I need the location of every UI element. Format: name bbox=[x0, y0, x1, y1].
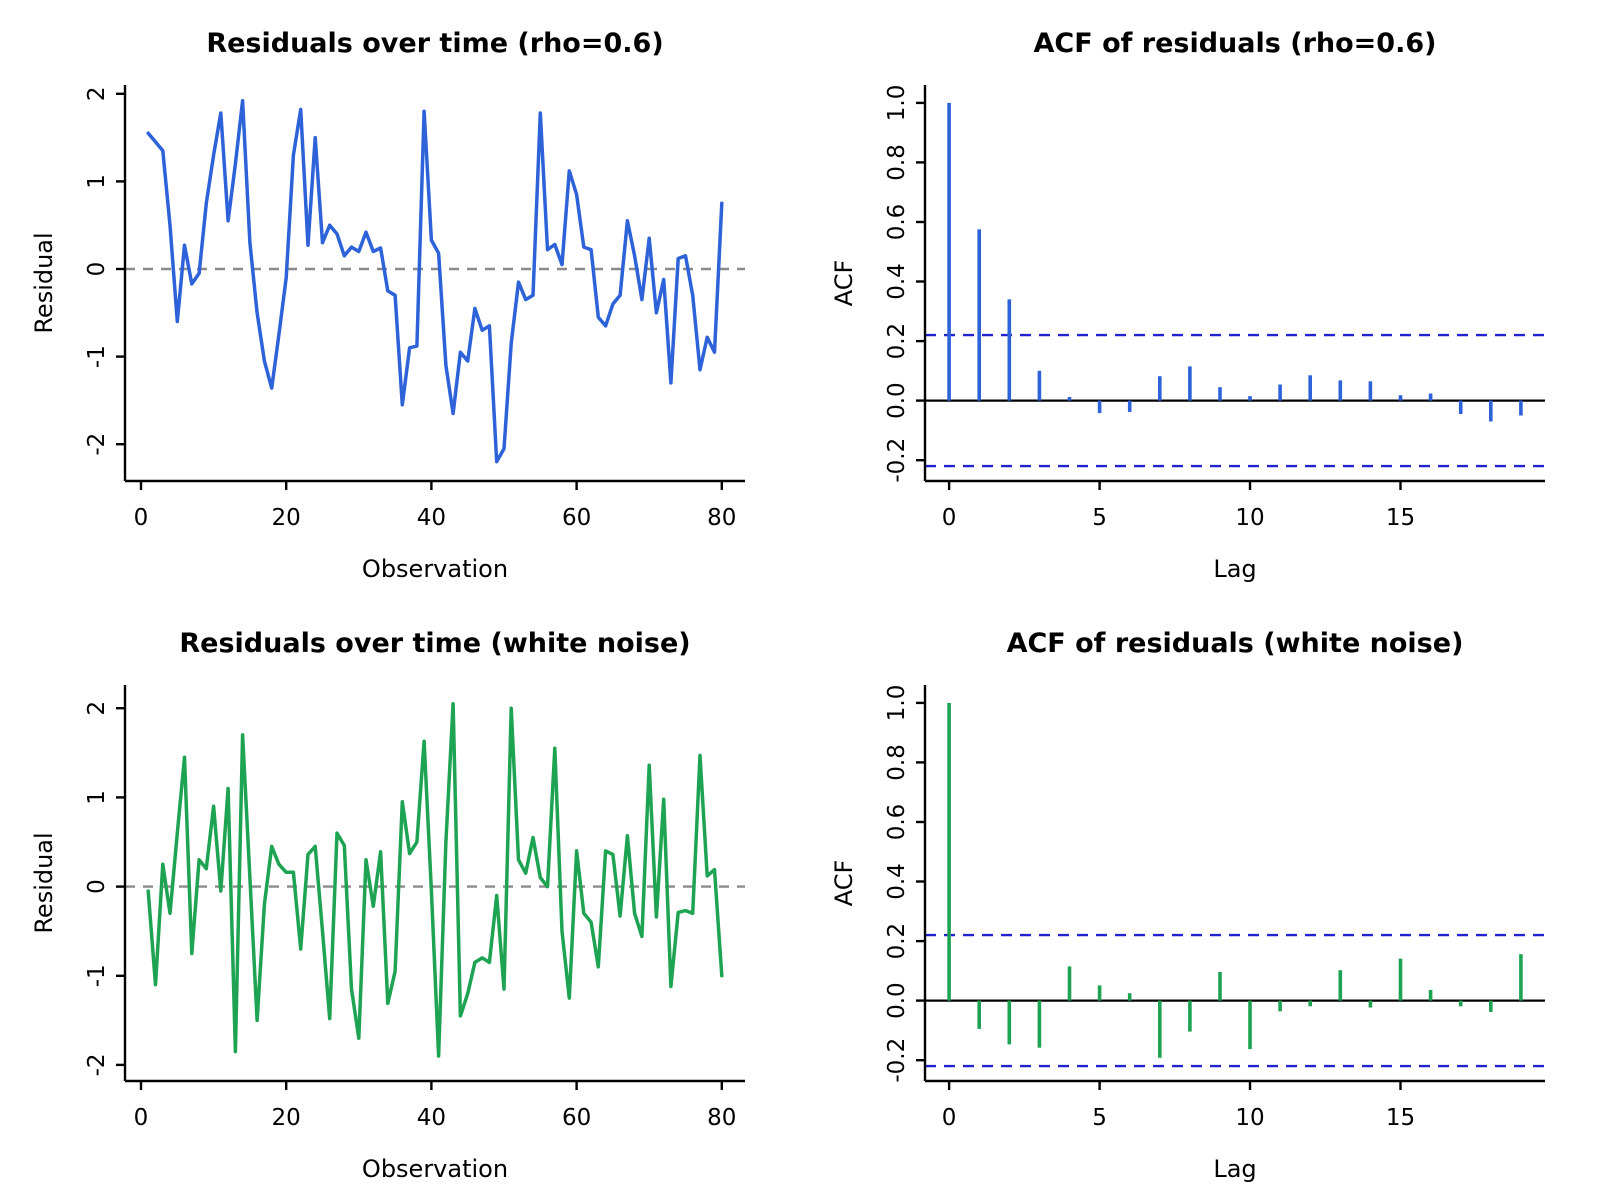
y-tick-label: -2 bbox=[84, 433, 110, 456]
acf-rho-title: ACF of residuals (rho=0.6) bbox=[1034, 28, 1437, 59]
acf-wn-title: ACF of residuals (white noise) bbox=[1007, 628, 1464, 659]
acf-rho-ylabel: ACF bbox=[830, 260, 858, 307]
y-tick-label: -1 bbox=[84, 964, 110, 987]
acf-rho-chart: 0 5 10 15 1.0 0.8 0.6 0.4 0.2 0.0 -0.2 ACF of resi… bbox=[830, 28, 1545, 583]
y-tick-label: 0 bbox=[84, 879, 110, 894]
x-tick-label: 80 bbox=[707, 1105, 736, 1131]
x-tick-label: 40 bbox=[417, 1105, 446, 1131]
acf-rho-plot-area: 0 5 10 15 1.0 0.8 0.6 0.4 0.2 0.0 -0.2 bbox=[884, 85, 1545, 531]
y-tick-label: 0.2 bbox=[884, 923, 910, 960]
x-tick-label: 0 bbox=[942, 505, 957, 531]
acf-wn-plot-area: 0 5 10 15 1.0 0.8 0.6 0.4 0.2 0.0 -0.2 bbox=[884, 685, 1545, 1131]
x-tick-label: 5 bbox=[1092, 505, 1107, 531]
y-tick-label: 0.0 bbox=[884, 382, 910, 419]
x-tick-label: 0 bbox=[134, 505, 149, 531]
y-tick-label: 0.0 bbox=[884, 982, 910, 1019]
x-tick-label: 20 bbox=[272, 505, 301, 531]
residuals-wn-ylabel: Residual bbox=[30, 832, 58, 933]
y-tick-label: 1.0 bbox=[884, 685, 910, 722]
y-tick-label: 0.4 bbox=[884, 263, 910, 300]
residuals-rho-plot-area: 0 20 40 60 80 2 1 0 -1 -2 bbox=[84, 85, 745, 531]
panel-residuals-wn: 0 20 40 60 80 2 1 0 -1 -2 Residuals over time (wh… bbox=[0, 600, 800, 1200]
panel-residuals-rho: 0 20 40 60 80 2 1 0 -1 -2 Residuals over time (rh… bbox=[0, 0, 800, 600]
x-tick-label: 15 bbox=[1386, 1105, 1415, 1131]
x-tick-label: 15 bbox=[1386, 505, 1415, 531]
x-tick-label: 5 bbox=[1092, 1105, 1107, 1131]
x-tick-label: 0 bbox=[134, 1105, 149, 1131]
y-tick-label: 0 bbox=[84, 262, 110, 277]
y-tick-label: 2 bbox=[84, 701, 110, 716]
x-tick-label: 0 bbox=[942, 1105, 957, 1131]
y-tick-label: 0.6 bbox=[884, 804, 910, 841]
residuals-rho-chart: 0 20 40 60 80 2 1 0 -1 -2 Residuals over time (rh… bbox=[30, 28, 745, 583]
residuals-rho-series-line bbox=[146, 99, 724, 464]
y-tick-label: 1.0 bbox=[884, 85, 910, 122]
residuals-rho-ylabel: Residual bbox=[30, 232, 58, 333]
residuals-wn-xlabel: Observation bbox=[362, 1155, 508, 1183]
y-tick-label: -1 bbox=[84, 345, 110, 368]
residuals-rho-xlabel: Observation bbox=[362, 555, 508, 583]
y-tick-label: 1 bbox=[84, 790, 110, 805]
acf-wn-chart: 0 5 10 15 1.0 0.8 0.6 0.4 0.2 0.0 -0.2 ACF of resi… bbox=[830, 628, 1545, 1183]
acf-rho-xlabel: Lag bbox=[1213, 555, 1256, 583]
x-tick-label: 60 bbox=[562, 505, 591, 531]
y-tick-label: 0.6 bbox=[884, 204, 910, 241]
residuals-rho-title: Residuals over time (rho=0.6) bbox=[206, 28, 663, 59]
residuals-wn-chart: 0 20 40 60 80 2 1 0 -1 -2 Residuals over time (wh… bbox=[30, 628, 745, 1183]
y-tick-label: 0.2 bbox=[884, 323, 910, 360]
y-tick-label: 0.8 bbox=[884, 144, 910, 181]
y-tick-label: -0.2 bbox=[884, 438, 910, 483]
residuals-wn-series-line bbox=[146, 701, 724, 1058]
x-tick-label: 20 bbox=[272, 1105, 301, 1131]
acf-wn-xlabel: Lag bbox=[1213, 1155, 1256, 1183]
y-tick-label: 0.8 bbox=[884, 744, 910, 781]
panel-acf-wn: 0 5 10 15 1.0 0.8 0.6 0.4 0.2 0.0 -0.2 ACF of resi… bbox=[800, 600, 1600, 1200]
x-tick-label: 10 bbox=[1235, 1105, 1264, 1131]
panel-acf-rho: 0 5 10 15 1.0 0.8 0.6 0.4 0.2 0.0 -0.2 ACF of resi… bbox=[800, 0, 1600, 600]
y-tick-label: 0.4 bbox=[884, 863, 910, 900]
y-tick-label: 1 bbox=[84, 174, 110, 189]
y-tick-label: 2 bbox=[84, 86, 110, 101]
residuals-wn-plot-area: 0 20 40 60 80 2 1 0 -1 -2 bbox=[84, 685, 745, 1131]
x-tick-label: 40 bbox=[417, 505, 446, 531]
acf-wn-ylabel: ACF bbox=[830, 860, 858, 907]
y-tick-label: -0.2 bbox=[884, 1038, 910, 1083]
y-tick-label: -2 bbox=[84, 1053, 110, 1076]
x-tick-label: 10 bbox=[1235, 505, 1264, 531]
residuals-wn-title: Residuals over time (white noise) bbox=[179, 628, 690, 659]
x-tick-label: 80 bbox=[707, 505, 736, 531]
x-tick-label: 60 bbox=[562, 1105, 591, 1131]
